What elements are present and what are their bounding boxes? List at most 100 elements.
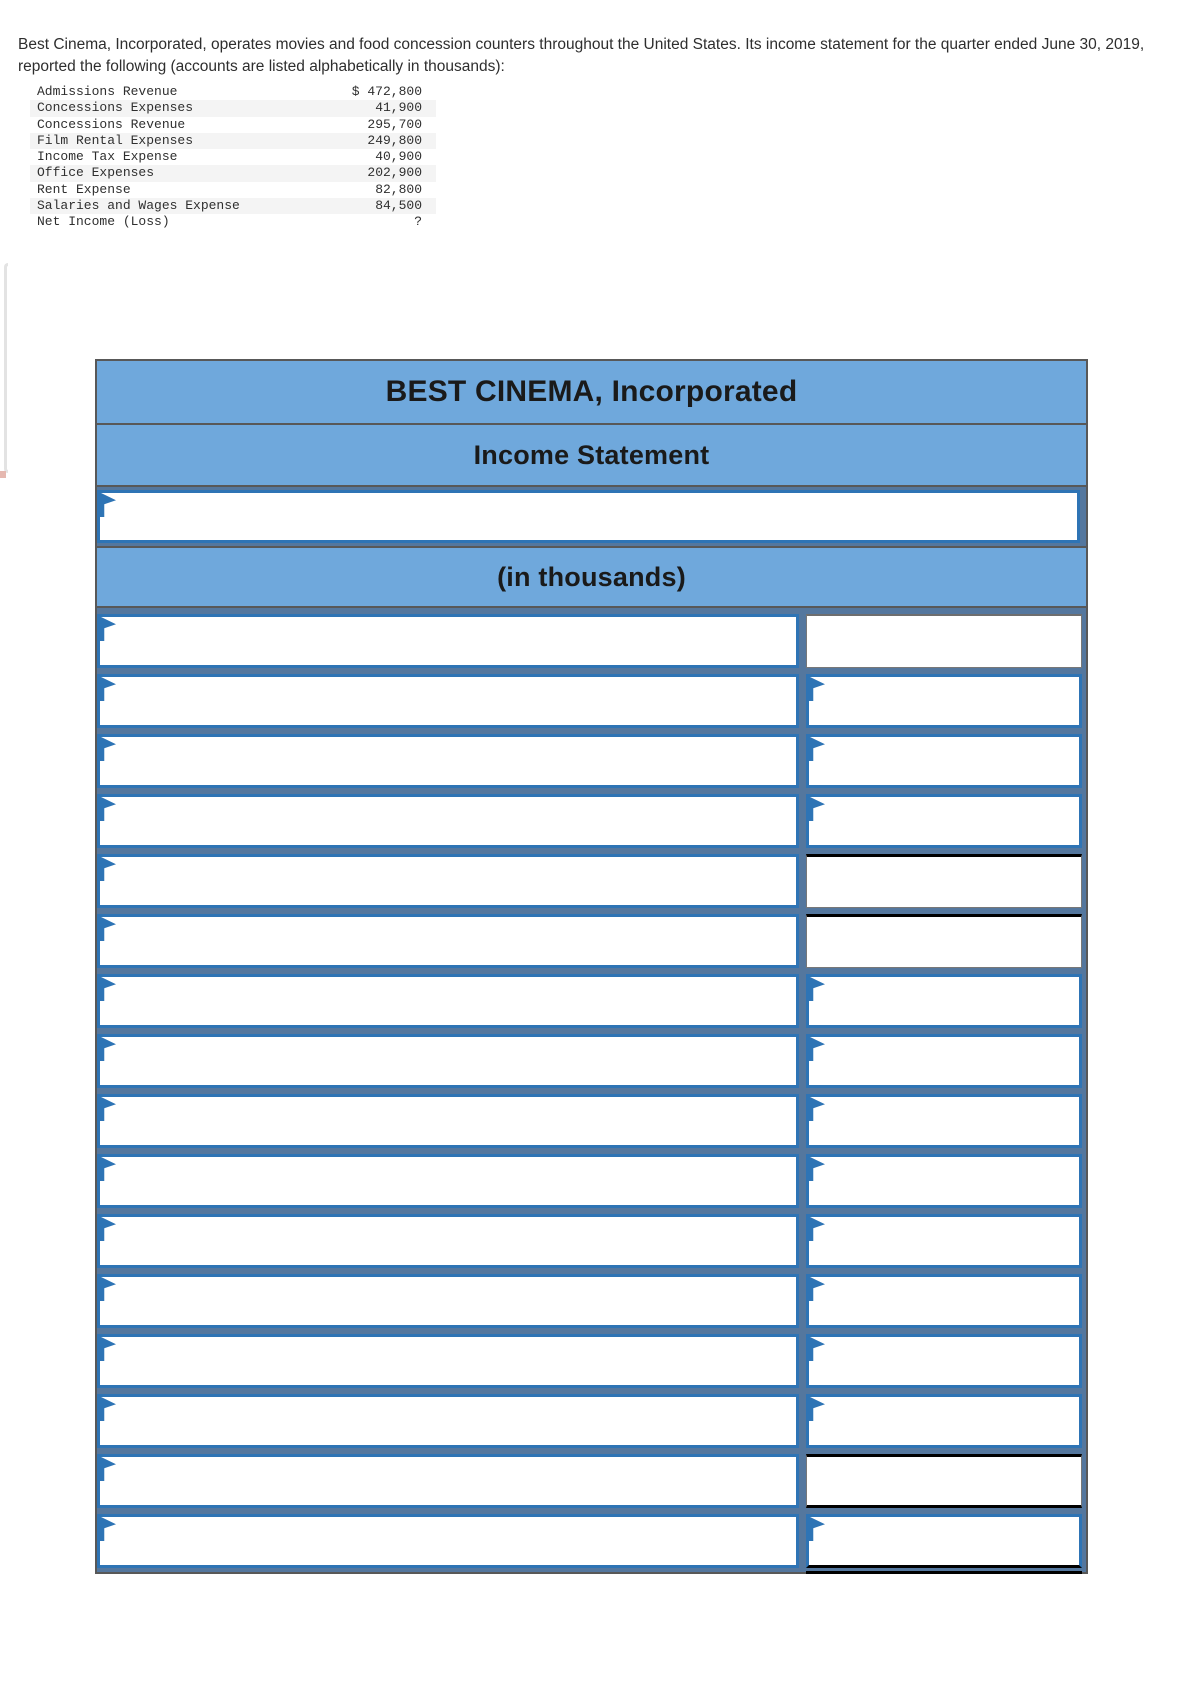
statement-left-input-cell[interactable] <box>97 1094 799 1148</box>
account-row: Film Rental Expenses 249,800 <box>30 132 436 150</box>
statement-right-input-cell[interactable] <box>806 1034 1082 1088</box>
statement-left-input-cell[interactable] <box>97 974 799 1028</box>
account-row: Net Income (Loss)? <box>30 214 436 230</box>
input-flag-icon <box>99 1096 116 1121</box>
input-flag-icon <box>99 676 116 701</box>
account-row: Rent Expense 82,800 <box>30 182 436 198</box>
statement-units: (in thousands) <box>97 546 1086 608</box>
accounts-list: Admissions Revenue $ 472,800 Concessions E… <box>30 84 436 231</box>
input-flag-icon <box>808 1216 825 1241</box>
input-flag-icon <box>99 976 116 1001</box>
input-flag-icon <box>99 492 116 517</box>
input-flag-icon <box>808 1516 825 1541</box>
statement-row <box>97 1034 1086 1088</box>
statement-row <box>97 1454 1086 1508</box>
statement-left-input-cell[interactable] <box>97 1454 799 1508</box>
account-row: Salaries and Wages Expense 84,500 <box>30 198 436 215</box>
statement-row <box>97 794 1086 848</box>
account-name: Film Rental Expenses <box>37 132 194 148</box>
statement-row <box>97 1154 1086 1208</box>
account-value: 41,900 <box>375 100 422 116</box>
statement-row <box>97 1094 1086 1148</box>
statement-row <box>97 674 1086 728</box>
statement-row <box>97 854 1086 908</box>
account-value: 40,900 <box>375 149 422 165</box>
statement-right-input-cell[interactable] <box>806 1394 1082 1448</box>
left-edge-red-mark <box>0 471 6 478</box>
statement-left-input-cell[interactable] <box>97 854 799 908</box>
statement-right-subtotal-cell <box>806 914 1082 968</box>
statement-row <box>97 1514 1086 1574</box>
input-flag-icon <box>808 796 825 821</box>
statement-right-input-cell[interactable] <box>806 1274 1082 1328</box>
account-value: $ 472,800 <box>351 84 422 99</box>
input-flag-icon <box>808 1156 825 1181</box>
account-name: Concessions Revenue <box>37 116 186 132</box>
period-input-cell[interactable] <box>97 490 1080 543</box>
statement-right-input-cell[interactable] <box>806 794 1082 848</box>
input-flag-icon <box>808 1036 825 1061</box>
account-value: 202,900 <box>367 165 422 181</box>
statement-right-input-cell[interactable] <box>806 674 1082 728</box>
statement-row <box>97 1334 1086 1388</box>
statement-row <box>97 734 1086 788</box>
account-name: Income Tax Expense <box>37 149 178 165</box>
statement-row <box>97 1214 1086 1268</box>
statement-left-input-cell[interactable] <box>97 1034 799 1088</box>
account-name: Admissions Revenue <box>37 84 178 99</box>
account-value: 82,800 <box>375 181 422 197</box>
statement-right-total-input-cell[interactable] <box>806 1514 1082 1574</box>
statement-left-input-cell[interactable] <box>97 1154 799 1208</box>
statement-row <box>97 1394 1086 1448</box>
statement-body <box>97 614 1086 1574</box>
input-flag-icon <box>99 616 116 641</box>
input-flag-icon <box>808 1096 825 1121</box>
statement-left-input-cell[interactable] <box>97 1274 799 1328</box>
statement-right-input-cell[interactable] <box>806 1334 1082 1388</box>
account-name: Net Income (Loss) <box>37 214 170 230</box>
problem-statement: Best Cinema, Incorporated, operates movi… <box>18 35 1145 75</box>
account-row: Income Tax Expense 40,900 <box>30 149 436 165</box>
statement-right-subtotal-cell <box>806 1454 1082 1508</box>
input-flag-icon <box>99 1216 116 1241</box>
account-name: Salaries and Wages Expense <box>37 198 240 214</box>
statement-right-input-cell[interactable] <box>806 1094 1082 1148</box>
statement-right-subtotal-cell <box>806 854 1082 908</box>
account-row: Admissions Revenue $ 472,800 <box>30 84 436 100</box>
statement-left-input-cell[interactable] <box>97 914 799 968</box>
input-flag-icon <box>99 916 116 941</box>
statement-right-input-cell[interactable] <box>806 734 1082 788</box>
input-flag-icon <box>808 736 825 761</box>
statement-subtitle: Income Statement <box>97 425 1086 487</box>
left-edge-scroll-artifact <box>4 263 8 473</box>
statement-right-input-cell[interactable] <box>806 1214 1082 1268</box>
account-value: 295,700 <box>367 116 422 132</box>
statement-left-input-cell[interactable] <box>97 614 799 668</box>
statement-row <box>97 914 1086 968</box>
statement-right-input-cell[interactable] <box>806 1154 1082 1208</box>
statement-left-input-cell[interactable] <box>97 674 799 728</box>
account-row: Concessions Expenses 41,900 <box>30 100 436 117</box>
statement-left-input-cell[interactable] <box>97 734 799 788</box>
input-flag-icon <box>99 1276 116 1301</box>
account-name: Concessions Expenses <box>37 100 194 116</box>
statement-row <box>97 614 1086 668</box>
statement-title: BEST CINEMA, Incorporated <box>97 361 1086 425</box>
account-value: ? <box>414 214 422 230</box>
statement-left-input-cell[interactable] <box>97 1334 799 1388</box>
input-flag-icon <box>808 1336 825 1361</box>
input-flag-icon <box>99 736 116 761</box>
account-value: 249,800 <box>367 132 422 148</box>
input-flag-icon <box>99 796 116 821</box>
account-row: Concessions Revenue 295,700 <box>30 117 436 133</box>
input-flag-icon <box>99 856 116 881</box>
income-statement-worksheet: BEST CINEMA, Incorporated Income Stateme… <box>95 359 1088 1574</box>
period-row <box>97 487 1086 546</box>
statement-right-input-cell[interactable] <box>806 974 1082 1028</box>
statement-left-input-cell[interactable] <box>97 1514 799 1568</box>
statement-left-input-cell[interactable] <box>97 794 799 848</box>
statement-left-input-cell[interactable] <box>97 1394 799 1448</box>
account-name: Rent Expense <box>37 181 131 197</box>
statement-left-input-cell[interactable] <box>97 1214 799 1268</box>
